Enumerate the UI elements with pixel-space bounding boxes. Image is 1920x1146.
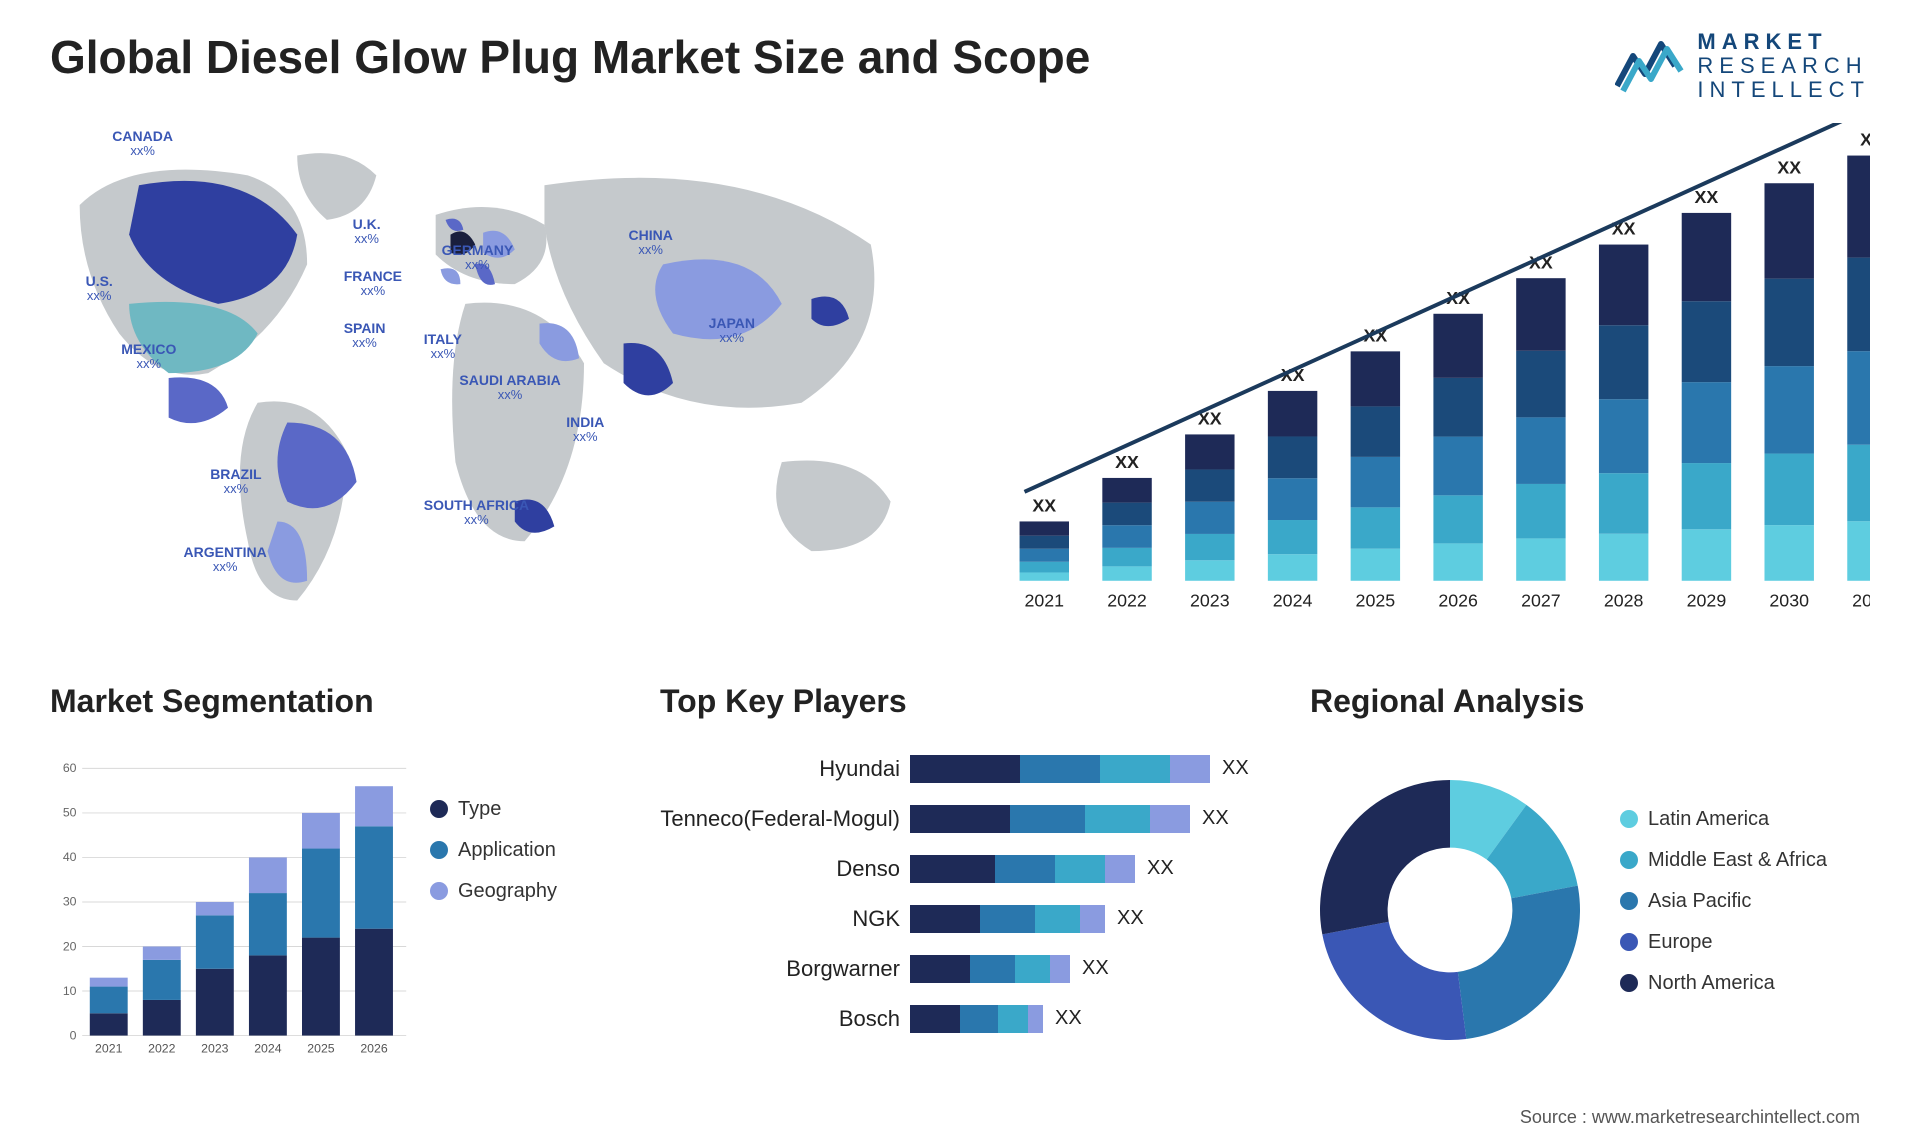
world-map-panel: CANADAxx% U.S.xx% MEXICOxx% BRAZILxx% ARGENT… xyxy=(50,123,940,643)
map-label-france: FRANCExx% xyxy=(344,268,402,299)
svg-text:2025: 2025 xyxy=(307,1041,335,1055)
map-label-argentina: ARGENTINAxx% xyxy=(184,544,267,575)
map-label-italy: ITALYxx% xyxy=(424,331,462,362)
player-row: Tenneco(Federal-Mogul) XX xyxy=(660,798,1260,840)
svg-text:2026: 2026 xyxy=(1438,590,1478,610)
svg-text:50: 50 xyxy=(63,805,77,819)
map-label-u-s-: U.S.xx% xyxy=(86,273,113,304)
svg-text:2030: 2030 xyxy=(1769,590,1809,610)
segmentation-title: Market Segmentation xyxy=(50,683,610,720)
player-name: Bosch xyxy=(660,1006,910,1032)
seg-legend-type: Type xyxy=(430,798,610,821)
map-label-india: INDIAxx% xyxy=(566,414,604,445)
page-title: Global Diesel Glow Plug Market Size and … xyxy=(50,30,1090,84)
player-row: Hyundai XX xyxy=(660,748,1260,790)
segmentation-chart: 0 10 20 30 40 50 60 2021 2022 2023 2024 2025 2026 xyxy=(50,738,410,1083)
map-label-canada: CANADAxx% xyxy=(112,128,173,159)
svg-text:2026: 2026 xyxy=(360,1041,388,1055)
player-row: Borgwarner XX xyxy=(660,948,1260,990)
svg-text:2023: 2023 xyxy=(201,1041,229,1055)
svg-text:XX: XX xyxy=(1032,495,1056,515)
regional-legend: Latin America Middle East & Africa Asia Pa… xyxy=(1620,808,1870,1013)
player-value: XX xyxy=(1055,1007,1082,1030)
svg-text:20: 20 xyxy=(63,939,77,953)
regional-legend-item: North America xyxy=(1620,972,1870,995)
players-panel: Top Key Players HyundaiXXTenneco(Federal… xyxy=(660,683,1260,1083)
player-value: XX xyxy=(1082,957,1109,980)
svg-text:2024: 2024 xyxy=(1273,590,1313,610)
players-title: Top Key Players xyxy=(660,683,1260,720)
source-credit: Source : www.marketresearchintellect.com xyxy=(1520,1107,1860,1128)
player-value: XX xyxy=(1117,907,1144,930)
player-name: NGK xyxy=(660,906,910,932)
bottom-row: Market Segmentation 0 10 20 30 40 50 60 2021 202… xyxy=(50,683,1870,1083)
segmentation-panel: Market Segmentation 0 10 20 30 40 50 60 2021 202… xyxy=(50,683,610,1083)
svg-text:30: 30 xyxy=(63,894,77,908)
growth-chart-panel: XX2021XX2022XX2023XX2024XX2025XX2026XX20… xyxy=(980,123,1870,643)
players-chart: Hyundai XX Tenneco(Federal-Mogul) XX Denso XX… xyxy=(660,738,1260,1040)
player-row: Denso XX xyxy=(660,848,1260,890)
player-name: Tenneco(Federal-Mogul) xyxy=(660,806,910,832)
svg-text:0: 0 xyxy=(70,1028,77,1042)
svg-text:2025: 2025 xyxy=(1356,590,1396,610)
regional-panel: Regional Analysis Latin America Middle Ea… xyxy=(1310,683,1870,1083)
svg-text:2028: 2028 xyxy=(1604,590,1644,610)
svg-text:XX: XX xyxy=(1777,157,1801,177)
player-name: Hyundai xyxy=(660,756,910,782)
svg-text:60: 60 xyxy=(63,761,77,775)
seg-legend-application: Application xyxy=(430,839,610,862)
svg-text:XX: XX xyxy=(1695,187,1719,207)
svg-text:2021: 2021 xyxy=(95,1041,123,1055)
growth-chart: XX2021XX2022XX2023XX2024XX2025XX2026XX20… xyxy=(980,123,1870,643)
map-label-mexico: MEXICOxx% xyxy=(121,341,176,372)
player-row: NGK XX xyxy=(660,898,1260,940)
map-label-u-k-: U.K.xx% xyxy=(353,216,381,247)
map-label-china: CHINAxx% xyxy=(629,227,673,258)
logo-icon xyxy=(1615,36,1685,96)
svg-text:2022: 2022 xyxy=(1107,590,1147,610)
svg-text:2027: 2027 xyxy=(1521,590,1561,610)
segmentation-legend: Type Application Geography xyxy=(430,738,610,1083)
regional-donut xyxy=(1310,770,1590,1050)
svg-text:2024: 2024 xyxy=(254,1041,282,1055)
map-label-south-africa: SOUTH AFRICAxx% xyxy=(424,497,529,528)
top-row: CANADAxx% U.S.xx% MEXICOxx% BRAZILxx% ARGENT… xyxy=(50,123,1870,643)
header: Global Diesel Glow Plug Market Size and … xyxy=(50,30,1870,103)
svg-text:2023: 2023 xyxy=(1190,590,1230,610)
regional-title: Regional Analysis xyxy=(1310,683,1870,720)
map-label-germany: GERMANYxx% xyxy=(442,242,514,273)
map-label-spain: SPAINxx% xyxy=(344,320,386,351)
svg-text:10: 10 xyxy=(63,983,77,997)
svg-text:2021: 2021 xyxy=(1024,590,1064,610)
svg-text:2022: 2022 xyxy=(148,1041,176,1055)
player-row: Bosch XX xyxy=(660,998,1260,1040)
player-value: XX xyxy=(1202,807,1229,830)
regional-legend-item: Latin America xyxy=(1620,808,1870,831)
svg-text:2031: 2031 xyxy=(1852,590,1870,610)
map-label-brazil: BRAZILxx% xyxy=(210,466,261,497)
player-name: Borgwarner xyxy=(660,956,910,982)
regional-legend-item: Middle East & Africa xyxy=(1620,849,1870,872)
player-value: XX xyxy=(1222,757,1249,780)
regional-legend-item: Europe xyxy=(1620,931,1870,954)
player-value: XX xyxy=(1147,857,1174,880)
svg-text:XX: XX xyxy=(1860,129,1870,149)
player-name: Denso xyxy=(660,856,910,882)
regional-legend-item: Asia Pacific xyxy=(1620,890,1870,913)
svg-text:2029: 2029 xyxy=(1687,590,1727,610)
map-label-saudi-arabia: SAUDI ARABIAxx% xyxy=(459,372,560,403)
svg-text:XX: XX xyxy=(1115,452,1139,472)
brand-logo: MARKET RESEARCH INTELLECT xyxy=(1615,30,1870,103)
svg-text:40: 40 xyxy=(63,850,77,864)
seg-legend-geography: Geography xyxy=(430,880,610,903)
logo-text: MARKET RESEARCH INTELLECT xyxy=(1697,30,1870,103)
map-label-japan: JAPANxx% xyxy=(709,315,755,346)
